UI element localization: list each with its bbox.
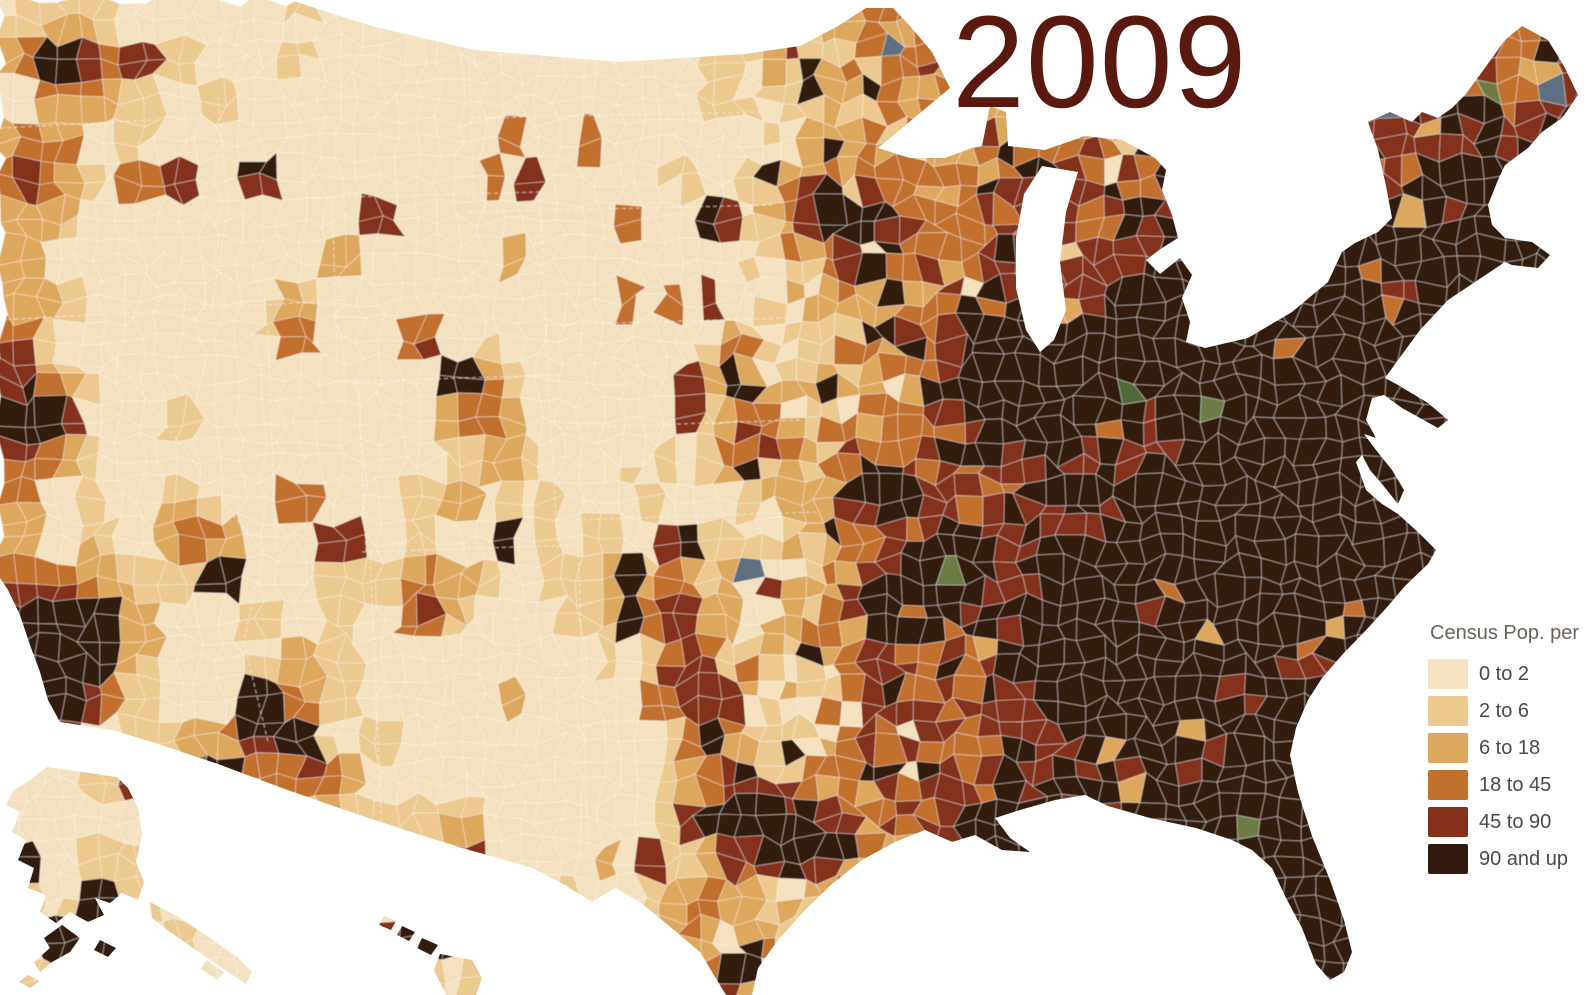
legend-label: 45 to 90: [1479, 810, 1552, 833]
state-borders-layer: [0, 27, 816, 846]
legend-label: 2 to 6: [1479, 699, 1530, 722]
legend-item: 0 to 2: [1428, 659, 1593, 689]
legend-swatch: [1428, 770, 1468, 800]
legend-swatch: [1428, 733, 1468, 763]
legend-item: 2 to 6: [1428, 696, 1593, 726]
legend-swatch: [1428, 844, 1468, 874]
legend-label: 0 to 2: [1479, 662, 1530, 685]
legend-item: 18 to 45: [1428, 770, 1593, 800]
map-legend: Census Pop. per 0 to 2 2 to 6 6 to 18 18 to…: [1428, 622, 1593, 881]
map-year-title: 2009: [952, 0, 1248, 135]
legend-label: 90 and up: [1479, 847, 1568, 870]
legend-title: Census Pop. per: [1430, 622, 1579, 644]
legend-label: 6 to 18: [1479, 736, 1541, 759]
legend-swatch: [1428, 696, 1468, 726]
legend-swatch: [1428, 807, 1468, 837]
legend-item: 6 to 18: [1428, 733, 1593, 763]
legend-item: 45 to 90: [1428, 807, 1593, 837]
legend-swatch: [1428, 659, 1468, 689]
legend-rows: 0 to 2 2 to 6 6 to 18 18 to 45 45 to 90 90 an…: [1428, 659, 1593, 874]
legend-item: 90 and up: [1428, 844, 1593, 874]
legend-label: 18 to 45: [1479, 773, 1552, 796]
